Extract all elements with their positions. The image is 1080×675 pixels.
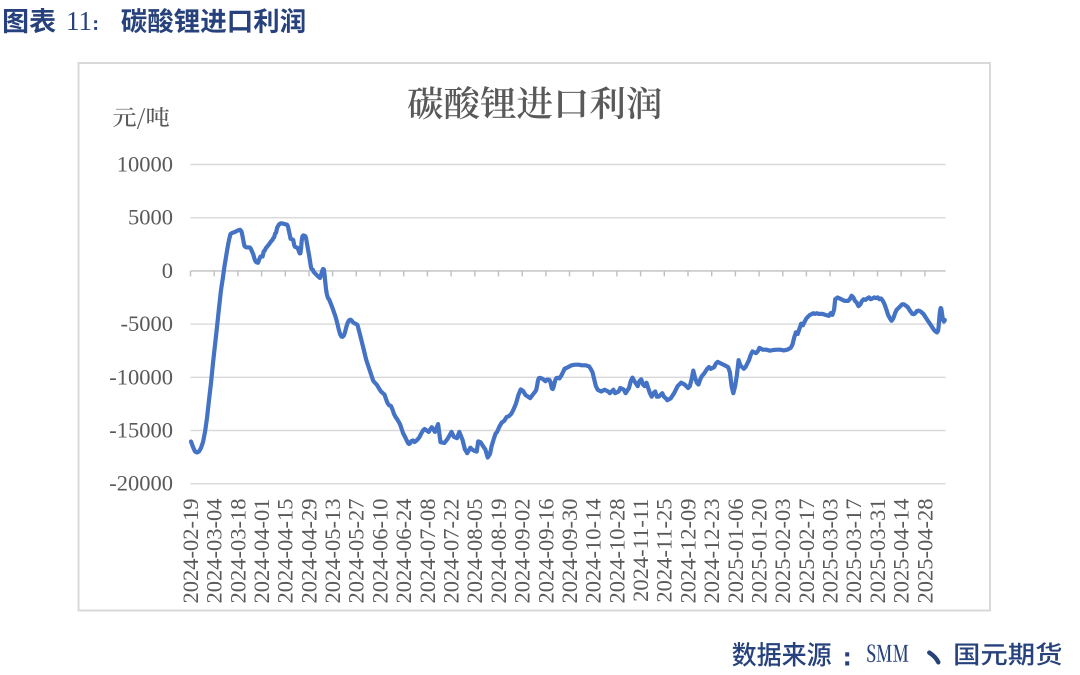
svg-text:2024-09-02: 2024-09-02 bbox=[510, 499, 535, 604]
svg-text:10000: 10000 bbox=[117, 152, 173, 177]
svg-text:2025-03-31: 2025-03-31 bbox=[865, 499, 890, 604]
svg-text:2024-11-25: 2024-11-25 bbox=[652, 499, 677, 603]
svg-text:2025-02-17: 2025-02-17 bbox=[794, 499, 819, 604]
svg-text:-20000: -20000 bbox=[109, 471, 173, 496]
svg-text:11: 11 bbox=[66, 6, 92, 36]
svg-text:2024-02-19: 2024-02-19 bbox=[178, 499, 203, 604]
svg-text:2025-04-28: 2025-04-28 bbox=[912, 499, 937, 604]
svg-text:2024-03-04: 2024-03-04 bbox=[202, 499, 227, 604]
svg-text:2024-05-27: 2024-05-27 bbox=[344, 499, 369, 604]
svg-text:-15000: -15000 bbox=[109, 418, 173, 443]
svg-text:2024-10-28: 2024-10-28 bbox=[604, 499, 629, 604]
svg-text:-10000: -10000 bbox=[109, 364, 173, 389]
svg-text:2024-03-18: 2024-03-18 bbox=[225, 499, 250, 604]
svg-text:2025-01-06: 2025-01-06 bbox=[723, 499, 748, 604]
svg-text:2024-10-14: 2024-10-14 bbox=[581, 499, 606, 604]
svg-text:2024-12-23: 2024-12-23 bbox=[699, 499, 724, 604]
svg-text:2024-12-09: 2024-12-09 bbox=[675, 499, 700, 604]
svg-text:2025-03-17: 2025-03-17 bbox=[841, 499, 866, 604]
svg-text:2025-02-03: 2025-02-03 bbox=[770, 499, 795, 604]
svg-text:2024-11-11: 2024-11-11 bbox=[628, 499, 653, 602]
svg-text:-5000: -5000 bbox=[121, 311, 174, 336]
svg-text:2024-09-30: 2024-09-30 bbox=[557, 499, 582, 604]
svg-text:0: 0 bbox=[162, 258, 173, 283]
svg-text:2024-08-05: 2024-08-05 bbox=[462, 499, 487, 604]
svg-text:2025-01-20: 2025-01-20 bbox=[746, 499, 771, 604]
svg-text:2024-08-19: 2024-08-19 bbox=[486, 499, 511, 604]
svg-text:2024-06-10: 2024-06-10 bbox=[367, 499, 392, 604]
svg-text:2024-07-22: 2024-07-22 bbox=[438, 499, 463, 604]
svg-text:2025-03-03: 2025-03-03 bbox=[818, 499, 843, 604]
svg-text:2024-04-29: 2024-04-29 bbox=[296, 499, 321, 604]
svg-text:2024-04-15: 2024-04-15 bbox=[273, 499, 298, 604]
svg-text:2024-06-24: 2024-06-24 bbox=[391, 499, 416, 604]
svg-text:2024-05-13: 2024-05-13 bbox=[320, 499, 345, 604]
svg-text:2024-07-08: 2024-07-08 bbox=[415, 499, 440, 604]
svg-text:2024-04-01: 2024-04-01 bbox=[249, 499, 274, 604]
svg-text:2025-04-14: 2025-04-14 bbox=[889, 499, 914, 604]
svg-text:5000: 5000 bbox=[128, 205, 173, 230]
svg-text:2024-09-16: 2024-09-16 bbox=[533, 499, 558, 604]
